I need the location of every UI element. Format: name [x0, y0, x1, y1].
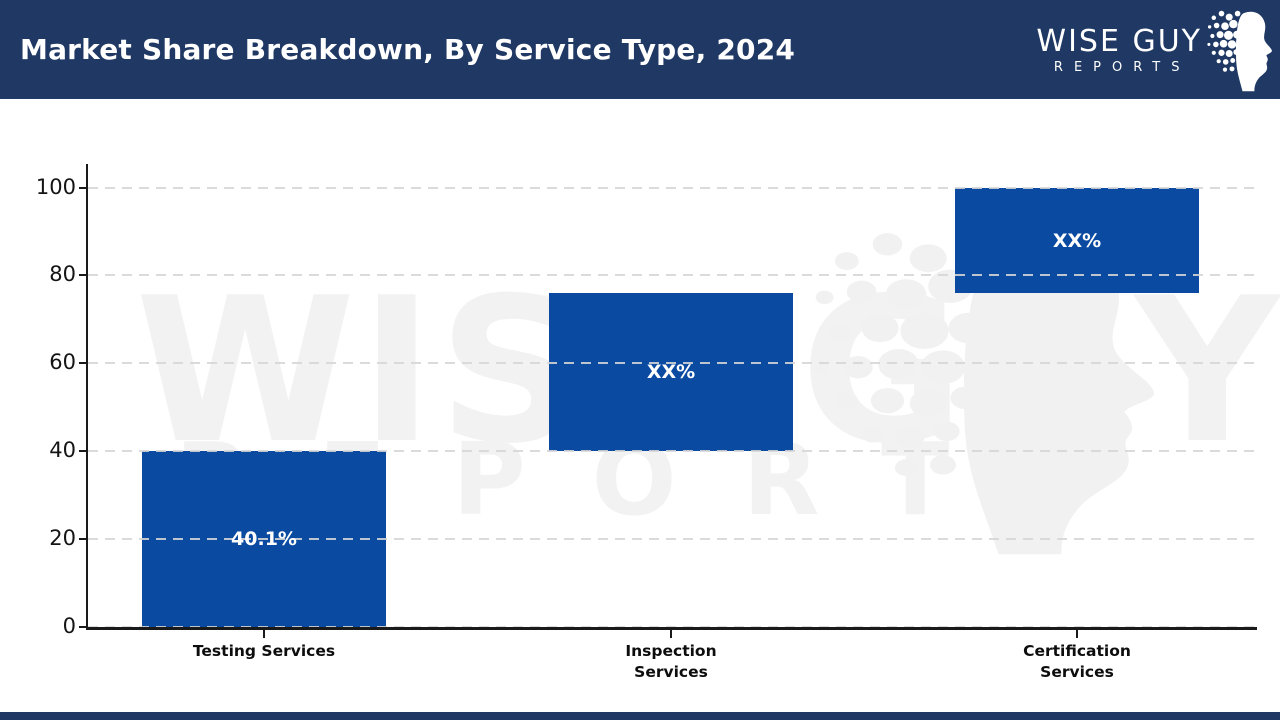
y-tick-label: 100 [35, 174, 76, 199]
x-tick [1076, 630, 1078, 638]
y-tick-label: 40 [49, 438, 76, 463]
gridline [88, 274, 1257, 277]
x-tick [670, 630, 672, 638]
x-axis-spine [86, 627, 1257, 630]
gridline [88, 362, 1257, 365]
bar-value-label: XX% [646, 361, 696, 384]
y-tick [79, 450, 88, 453]
y-tick-label: 80 [49, 262, 76, 287]
bar-value-label: XX% [1052, 229, 1102, 252]
brand-name: WISE GUY [1036, 23, 1202, 59]
y-tick [79, 274, 88, 277]
footer-bar [0, 712, 1280, 720]
x-tick-label: Certification Services [1023, 642, 1131, 681]
y-tick-label: 60 [49, 350, 76, 375]
gridline [88, 450, 1257, 453]
brand-logo: WISE GUY REPORTS [1036, 6, 1274, 94]
x-tick-label: Inspection Services [625, 642, 717, 681]
chart-title: Market Share Breakdown, By Service Type,… [20, 33, 796, 66]
brand-logo-text: WISE GUY REPORTS [1036, 23, 1202, 75]
y-tick-label: 0 [62, 614, 76, 638]
y-tick [79, 186, 88, 189]
y-tick [79, 538, 88, 541]
x-tick-label: Testing Services [192, 642, 336, 660]
gridline [88, 538, 1257, 541]
bar-segment [549, 293, 793, 451]
x-tick [263, 630, 265, 638]
y-axis-spine [86, 164, 88, 630]
brand-subtitle: REPORTS [1053, 59, 1191, 75]
y-tick [79, 626, 88, 628]
y-tick-label: 20 [49, 526, 76, 551]
gridline [88, 186, 1257, 189]
y-tick [79, 362, 88, 365]
brand-face-icon [1207, 10, 1272, 92]
header-bar: Market Share Breakdown, By Service Type,… [0, 0, 1280, 99]
watermark-face-icon [812, 233, 1155, 555]
bar-value-label: 40.1% [231, 527, 297, 550]
